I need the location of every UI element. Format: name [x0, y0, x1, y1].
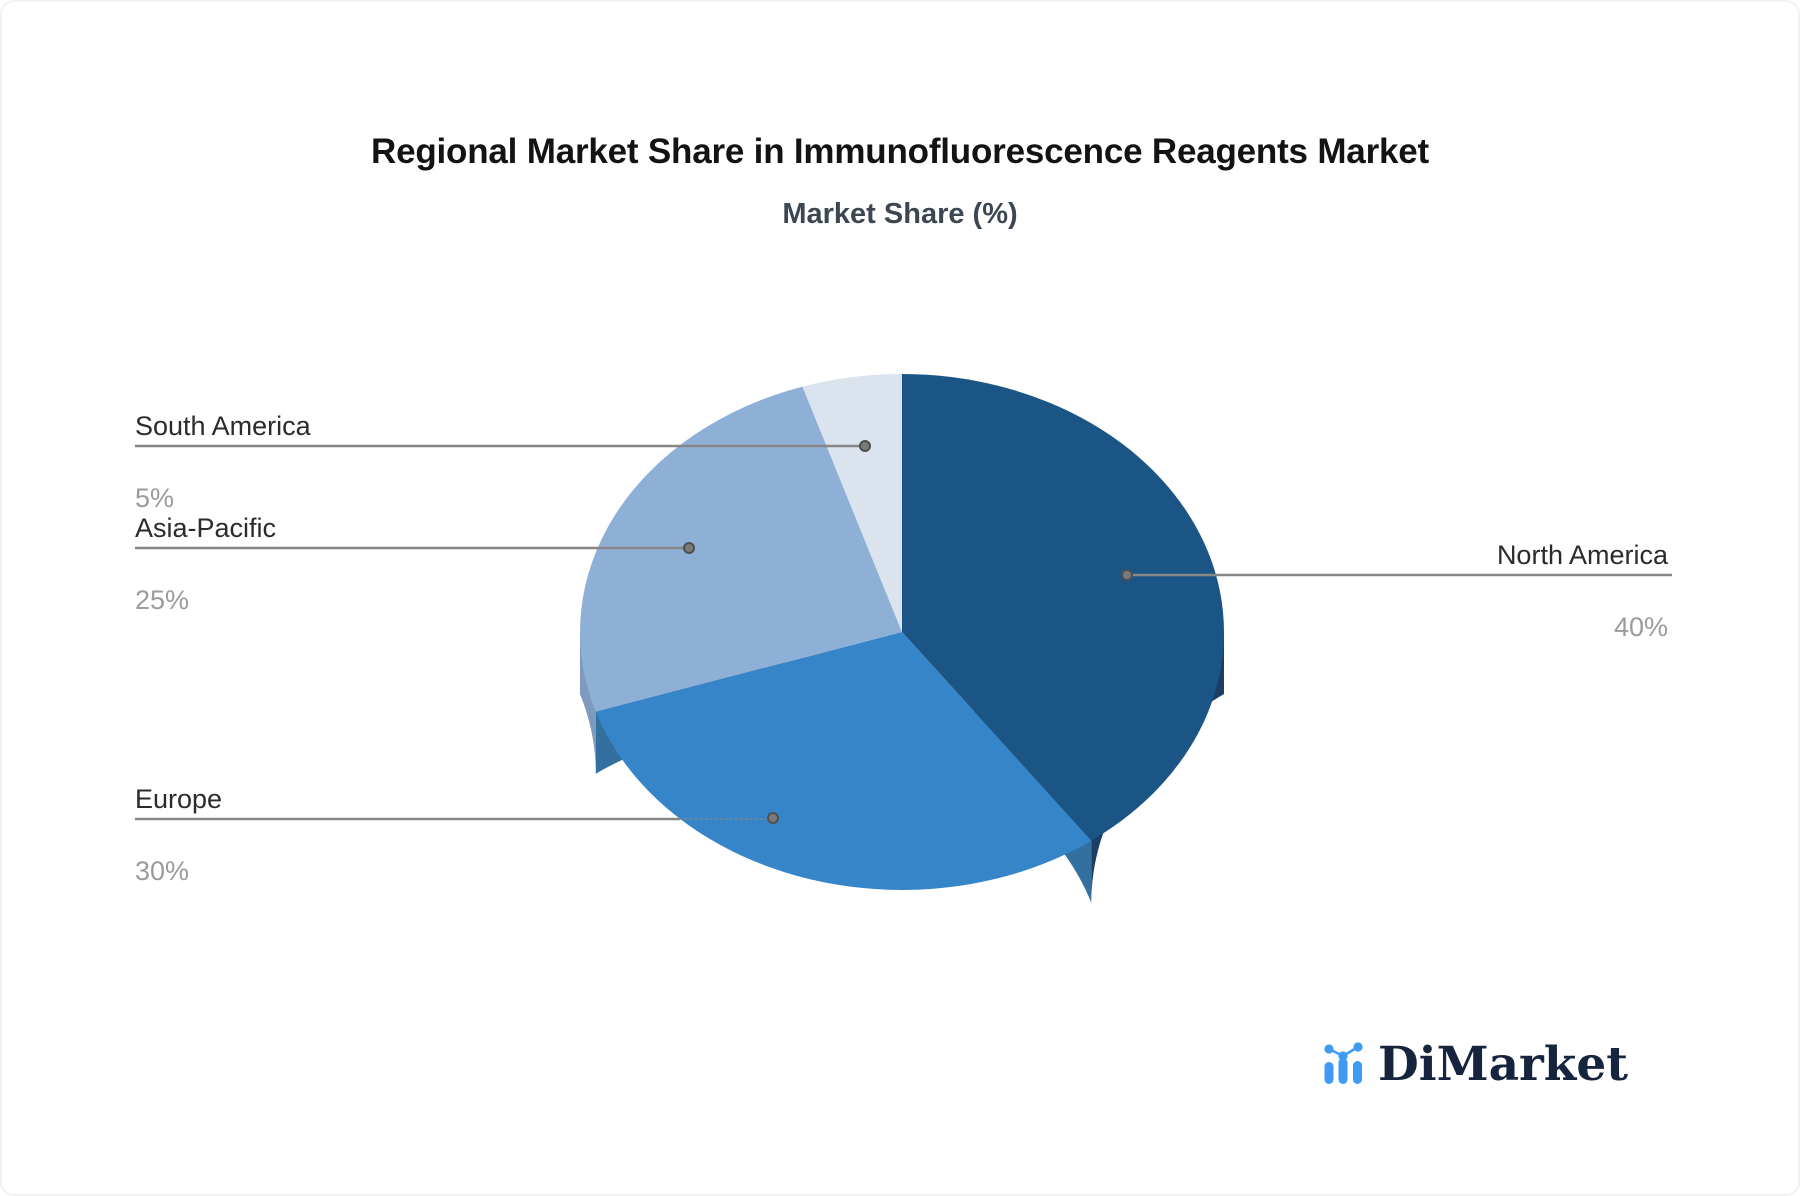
callout-south-america: South America 5%: [135, 411, 311, 513]
asia-pacific-value: 25%: [135, 584, 190, 615]
north-america-dot: [1121, 569, 1133, 581]
europe-dot: [767, 812, 779, 824]
callout-europe: Europe 30%: [135, 784, 223, 886]
asia-pacific-dot: [683, 542, 695, 554]
pie-slice-asia-pacific[interactable]: [580, 386, 902, 712]
callout-north-america: North America 40%: [1496, 540, 1668, 642]
asia-pacific-label: Asia-Pacific: [135, 513, 277, 543]
south-america-label: South America: [135, 411, 311, 441]
callout-dots: [683, 440, 1133, 824]
north-america-label: North America: [1496, 540, 1668, 570]
chart-subtitle: Market Share (%): [782, 198, 1018, 230]
chart-title: Regional Market Share in Immunofluoresce…: [371, 132, 1429, 171]
bar-chart-with-dots-icon: [1324, 1042, 1363, 1084]
pie-slice-north-america[interactable]: [902, 374, 1224, 841]
south-america-dot: [859, 440, 871, 452]
logo-text: DiMarket: [1377, 1037, 1628, 1092]
callout-leader-lines: [135, 444, 1672, 821]
europe-value: 30%: [135, 855, 190, 886]
europe-label: Europe: [135, 784, 223, 814]
pie-top-faces: [580, 374, 1224, 890]
dimarket-logo: DiMarket: [1320, 1040, 1628, 1088]
south-america-value: 5%: [135, 482, 175, 513]
pie-slice-south-america[interactable]: [802, 374, 903, 632]
north-america-value: 40%: [1613, 611, 1668, 642]
callout-asia-pacific: Asia-Pacific 25%: [135, 513, 277, 615]
pie-slice-europe[interactable]: [595, 632, 1092, 890]
